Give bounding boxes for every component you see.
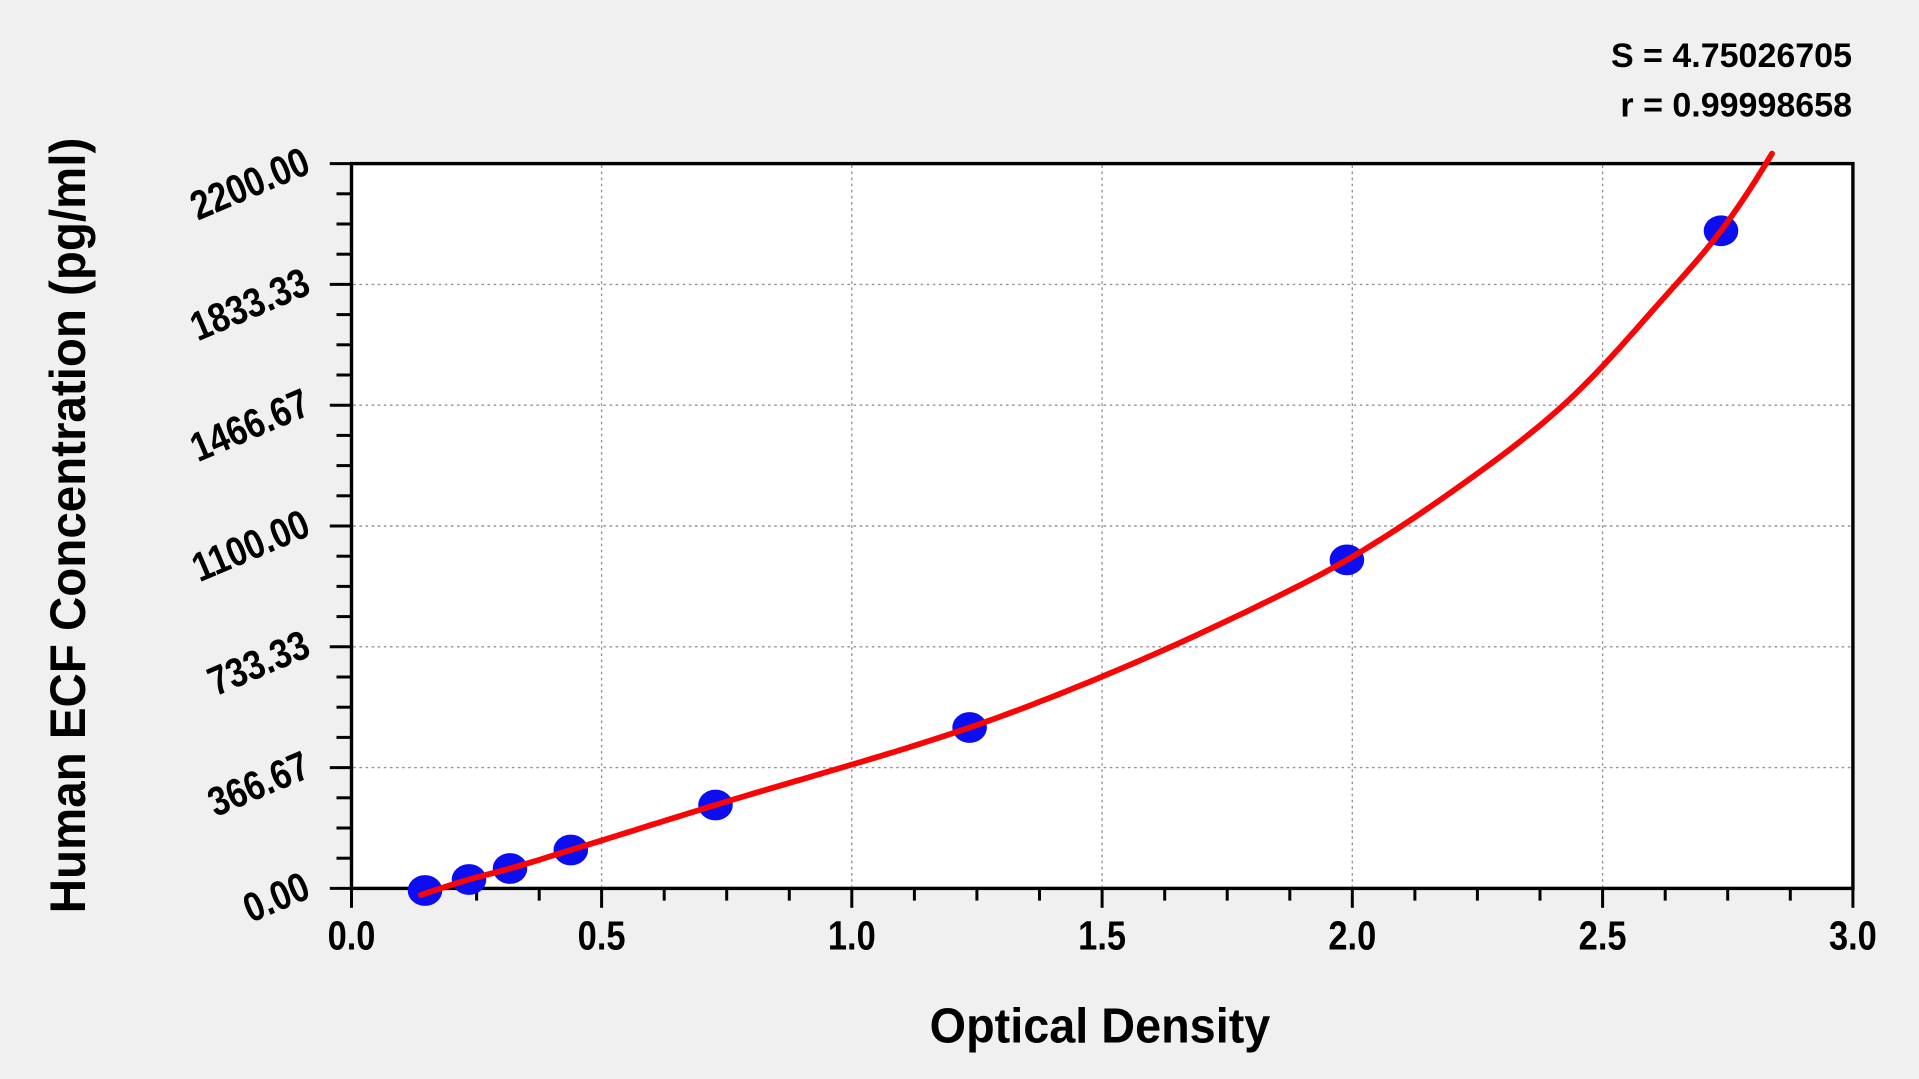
svg-text:0.0: 0.0 — [328, 914, 376, 959]
svg-text:2.0: 2.0 — [1328, 914, 1376, 959]
svg-text:3.0: 3.0 — [1829, 914, 1877, 959]
svg-text:1.0: 1.0 — [828, 914, 876, 959]
svg-text:0.5: 0.5 — [578, 914, 626, 959]
svg-text:2.5: 2.5 — [1579, 914, 1627, 959]
svg-text:Optical Density: Optical Density — [930, 1000, 1271, 1054]
svg-text:Human ECF Concentration (pg/ml: Human ECF Concentration (pg/ml) — [41, 138, 96, 914]
svg-text:r = 0.99998658: r = 0.99998658 — [1620, 87, 1852, 125]
svg-text:S = 4.75026705: S = 4.75026705 — [1611, 37, 1852, 75]
svg-text:1.5: 1.5 — [1078, 914, 1126, 959]
